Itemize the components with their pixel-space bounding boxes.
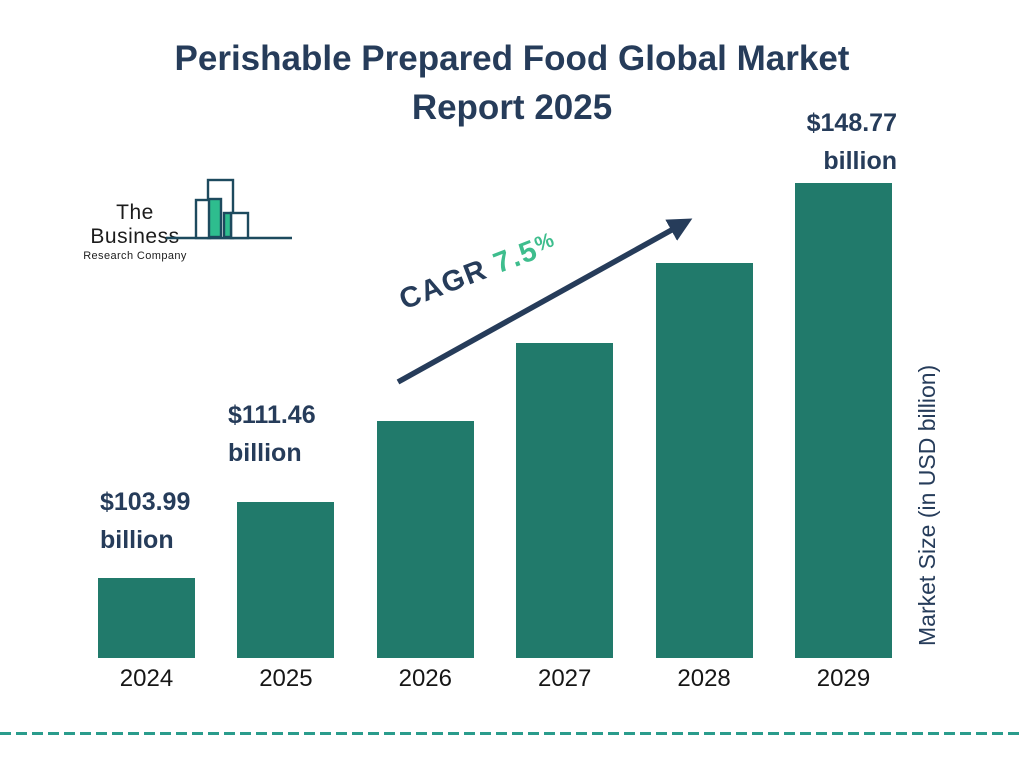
bar-value-amount: $148.77 bbox=[806, 109, 897, 137]
x-tick-label-2026: 2026 bbox=[398, 665, 452, 692]
company-logo-name: The Business bbox=[90, 201, 180, 248]
bar-2027 bbox=[516, 343, 614, 658]
bar-2024 bbox=[98, 578, 195, 658]
cagr-trend-arrow bbox=[396, 218, 693, 385]
logo-bars-icon bbox=[166, 178, 292, 240]
company-logo-text: The Business Research Company bbox=[74, 201, 196, 262]
x-tick-label-2029: 2029 bbox=[816, 665, 871, 692]
x-tick-label-2025: 2025 bbox=[259, 665, 313, 692]
x-tick-label-2024: 2024 bbox=[119, 665, 174, 692]
bar-value-label-2029: $148.77 billion bbox=[775, 104, 897, 180]
bar-value-amount: $103.99 bbox=[100, 488, 191, 516]
chart-title: Perishable Prepared Food Global Market R… bbox=[0, 34, 1024, 132]
chart-title-line1: Perishable Prepared Food Global Market bbox=[174, 39, 850, 78]
x-tick-label-2028: 2028 bbox=[677, 665, 731, 692]
bar-value-unit: billion bbox=[823, 147, 897, 175]
bar-2029 bbox=[795, 183, 892, 658]
bar-value-unit: billion bbox=[100, 526, 174, 554]
chart-title-line2: Report 2025 bbox=[411, 88, 613, 127]
company-logo-subname: Research Company bbox=[83, 250, 187, 262]
bar-2028 bbox=[655, 263, 753, 658]
bar-2025 bbox=[237, 502, 335, 658]
bar-value-unit: billion bbox=[228, 439, 302, 467]
bar-value-label-2025: $111.46 billion bbox=[228, 396, 316, 472]
bar-2026 bbox=[376, 421, 474, 658]
bar-value-label-2024: $103.99 billion bbox=[100, 483, 190, 559]
y-axis-label: Market Size (in USD billion) bbox=[914, 364, 940, 646]
x-tick-label-2027: 2027 bbox=[537, 665, 592, 692]
bar-value-amount: $111.46 bbox=[228, 401, 316, 429]
bottom-dashed-divider bbox=[0, 732, 1024, 735]
